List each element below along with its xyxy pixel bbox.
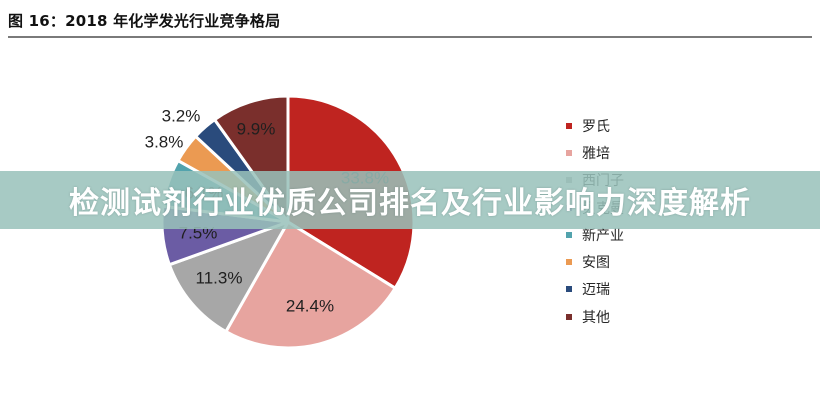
legend-item-1: 雅培 [566, 139, 624, 166]
overlay-banner: 检测试剂行业优质公司排名及行业影响力深度解析 [0, 171, 820, 229]
legend-item-0: 罗氏 [566, 112, 624, 139]
overlay-title: 检测试剂行业优质公司排名及行业影响力深度解析 [69, 186, 751, 221]
pie-label-7: 9.9% [237, 119, 276, 138]
legend-item-4: 新产业 [566, 221, 624, 248]
figure-header: 图 16：2018 年化学发光行业竞争格局 [8, 10, 812, 31]
legend-item-6: 迈瑞 [566, 276, 624, 303]
title-divider [8, 36, 812, 38]
legend-marker-icon [566, 286, 572, 293]
pie-label-6: 3.2% [162, 106, 201, 125]
legend-label: 罗氏 [582, 118, 610, 135]
legend-marker-icon [566, 259, 572, 266]
legend-label: 其他 [582, 309, 610, 326]
legend-label: 安图 [582, 255, 610, 272]
pie-label-1: 24.4% [286, 296, 334, 315]
legend-marker-icon [566, 149, 572, 156]
pie-label-2: 11.3% [196, 268, 243, 287]
figure-title: 图 16：2018 年化学发光行业竞争格局 [8, 12, 281, 30]
legend-label: 迈瑞 [582, 282, 610, 299]
legend-label: 雅培 [582, 145, 610, 162]
legend-marker-icon [566, 122, 572, 129]
pie-label-5: 3.8% [145, 132, 184, 151]
legend-marker-icon [566, 231, 572, 238]
pie-slice-2 [167, 220, 290, 334]
legend-label: 新产业 [582, 227, 624, 244]
legend-item-7: 其他 [566, 303, 624, 330]
pie-slice-1 [224, 220, 397, 350]
legend-item-5: 安图 [566, 248, 624, 275]
legend-marker-icon [566, 313, 572, 320]
